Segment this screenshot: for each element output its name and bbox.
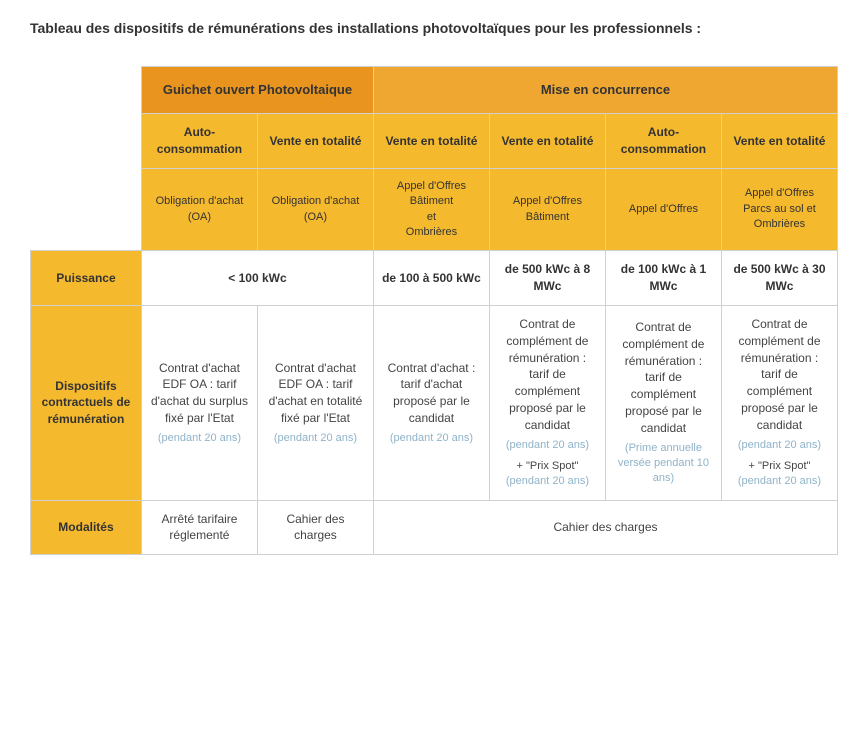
col-desc-c2: Obligation d'achat (OA) — [257, 168, 373, 251]
contract-cell-c2: Contrat d'achat EDF OA : tarif d'achat e… — [257, 305, 373, 500]
col-desc-c3: Appel d'Offres Bâtiment et Ombrières — [373, 168, 489, 251]
modal-c2: Cahier des charges — [257, 500, 373, 555]
col-header-c2: Vente en totalité — [257, 114, 373, 169]
plus-note: (pendant 20 ans) — [738, 475, 821, 487]
contract-cell-c5: Contrat de complément de rémunération : … — [605, 305, 721, 500]
col-desc-c5: Appel d'Offres — [605, 168, 721, 251]
contract-text: Contrat d'achat EDF OA : tarif d'achat d… — [151, 361, 248, 425]
contract-text: Contrat de complément de rémunération : … — [622, 320, 704, 435]
page-title: Tableau des dispositifs de rémunérations… — [30, 20, 838, 36]
row-label-power: Puissance — [31, 251, 142, 306]
contract-text: Contrat d'achat EDF OA : tarif d'achat e… — [269, 361, 363, 425]
spacer — [31, 114, 142, 169]
power-c5: de 100 kWc à 1 MWc — [605, 251, 721, 306]
contract-text: Contrat de complément de rémunération : … — [738, 317, 820, 432]
col-desc-c6: Appel d'Offres Parcs au sol et Ombrières — [721, 168, 837, 251]
power-c4: de 500 kWc à 8 MWc — [489, 251, 605, 306]
col-header-c3: Vente en totalité — [373, 114, 489, 169]
group-header-concurrence: Mise en concurrence — [373, 67, 837, 114]
contract-text: Contrat d'achat : tarif d'achat proposé … — [388, 361, 476, 425]
row-label-contracts: Dispositifs contractuels de rémunération — [31, 305, 142, 500]
contract-text: Contrat de complément de rémunération : … — [506, 317, 588, 432]
spacer — [31, 67, 142, 114]
power-c6: de 500 kWc à 30 MWc — [721, 251, 837, 306]
col-header-c5: Auto-consommation — [605, 114, 721, 169]
group-header-guichet: Guichet ouvert Photovoltaique — [141, 67, 373, 114]
col-header-c1: Auto-consommation — [141, 114, 257, 169]
power-c3: de 100 à 500 kWc — [373, 251, 489, 306]
plus-note: (pendant 20 ans) — [506, 475, 589, 487]
contract-plus: + "Prix Spot" (pendant 20 ans) — [498, 459, 597, 490]
contract-note: (pendant 20 ans) — [730, 438, 829, 453]
remuneration-table: Guichet ouvert Photovoltaique Mise en co… — [30, 66, 838, 555]
contract-cell-c4: Contrat de complément de rémunération : … — [489, 305, 605, 500]
contract-plus: + "Prix Spot" (pendant 20 ans) — [730, 459, 829, 490]
contract-note: (Prime annuelle versée pendant 10 ans) — [614, 441, 713, 487]
col-header-c6: Vente en totalité — [721, 114, 837, 169]
spacer — [31, 168, 142, 251]
power-c12: < 100 kWc — [141, 251, 373, 306]
contract-cell-c6: Contrat de complément de rémunération : … — [721, 305, 837, 500]
modal-c1: Arrêté tarifaire réglementé — [141, 500, 257, 555]
col-desc-c1: Obligation d'achat (OA) — [141, 168, 257, 251]
col-header-c4: Vente en totalité — [489, 114, 605, 169]
contract-cell-c1: Contrat d'achat EDF OA : tarif d'achat d… — [141, 305, 257, 500]
contract-cell-c3: Contrat d'achat : tarif d'achat proposé … — [373, 305, 489, 500]
plus-text: + "Prix Spot" — [516, 460, 578, 472]
contract-note: (pendant 20 ans) — [150, 431, 249, 446]
plus-text: + "Prix Spot" — [749, 460, 811, 472]
modal-c3456: Cahier des charges — [373, 500, 837, 555]
col-desc-c4: Appel d'Offres Bâtiment — [489, 168, 605, 251]
contract-note: (pendant 20 ans) — [498, 438, 597, 453]
row-label-modal: Modalités — [31, 500, 142, 555]
contract-note: (pendant 20 ans) — [382, 431, 481, 446]
contract-note: (pendant 20 ans) — [266, 431, 365, 446]
